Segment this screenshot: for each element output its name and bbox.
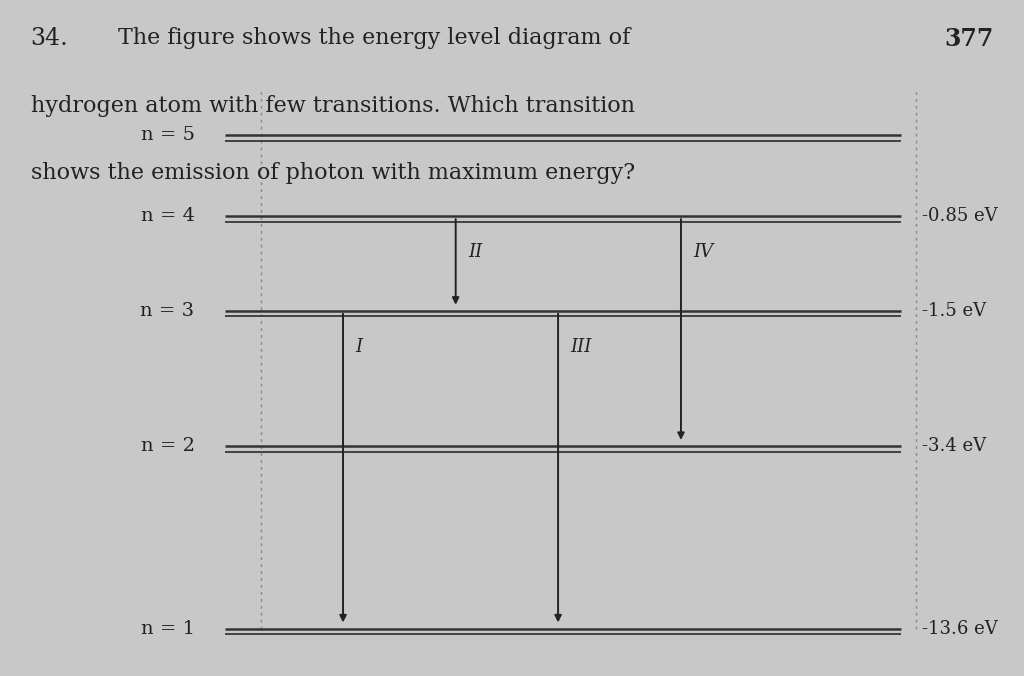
Text: The figure shows the energy level diagram of: The figure shows the energy level diagra… [118, 27, 630, 49]
Text: n = 2: n = 2 [140, 437, 195, 455]
Text: shows the emission of photon with maximum energy?: shows the emission of photon with maximu… [31, 162, 635, 185]
Text: 377: 377 [944, 27, 993, 51]
Text: III: III [570, 338, 592, 356]
Text: n = 1: n = 1 [140, 620, 195, 637]
Text: n = 5: n = 5 [140, 126, 195, 144]
Text: -3.4 eV: -3.4 eV [922, 437, 986, 455]
Text: IV: IV [693, 243, 714, 262]
Text: -1.5 eV: -1.5 eV [922, 302, 986, 320]
Text: n = 4: n = 4 [140, 208, 195, 225]
Text: -0.85 eV: -0.85 eV [922, 208, 997, 225]
Text: 34.: 34. [31, 27, 69, 50]
Text: n = 3: n = 3 [140, 302, 195, 320]
Text: hydrogen atom with few transitions. Which transition: hydrogen atom with few transitions. Whic… [31, 95, 635, 117]
Text: II: II [468, 243, 482, 262]
Text: -13.6 eV: -13.6 eV [922, 620, 997, 637]
Text: I: I [355, 338, 362, 356]
